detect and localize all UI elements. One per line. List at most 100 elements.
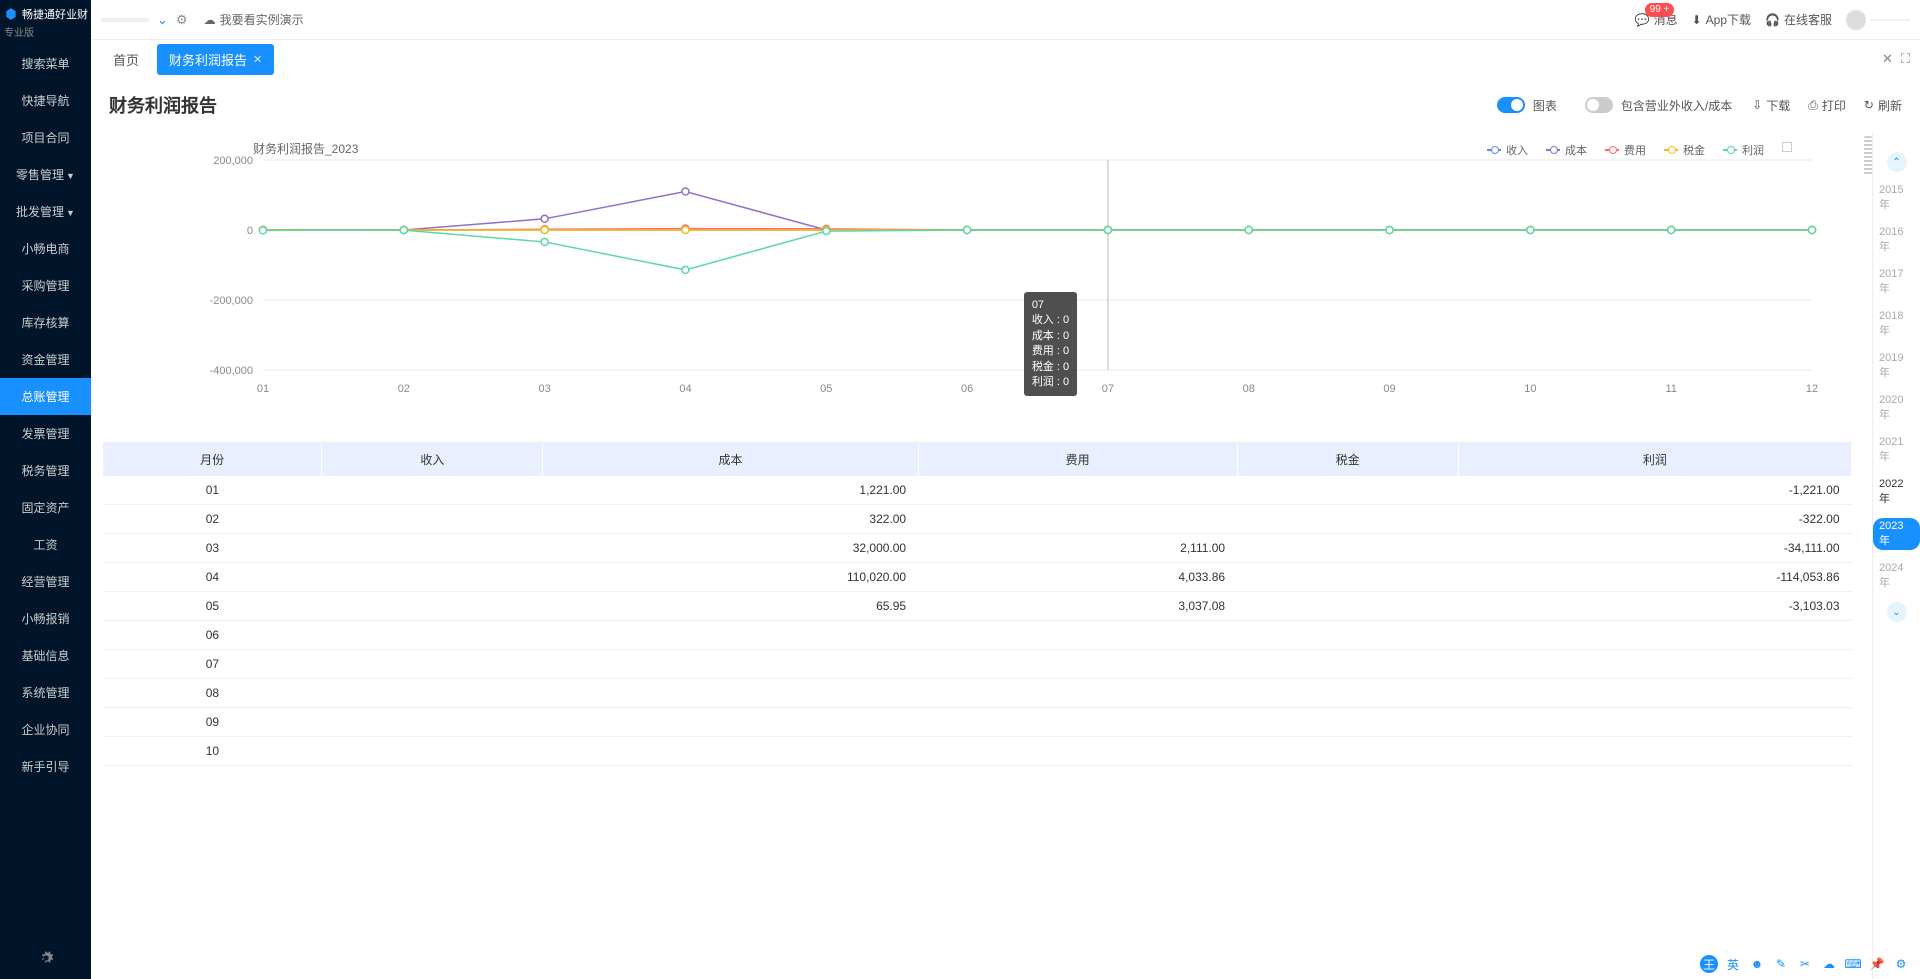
messages-badge: 99 + [1645, 3, 1675, 17]
legend-item[interactable]: 费用 [1605, 142, 1646, 158]
year-option[interactable]: 2017年 [1873, 266, 1920, 298]
ime-edit-icon[interactable]: ✎ [1772, 955, 1790, 973]
svg-text:-400,000: -400,000 [210, 365, 253, 377]
sidebar-item[interactable]: 项目合同 [0, 119, 91, 156]
drag-handle[interactable] [1864, 136, 1872, 176]
sidebar-item[interactable]: 工资 [0, 526, 91, 563]
profit-chart: 财务利润报告_2023 收入成本费用税金利润 -400,000-200,0000… [103, 132, 1852, 442]
support-button[interactable]: 🎧 在线客服 [1765, 11, 1832, 28]
sidebar-item[interactable]: 新手引导 [0, 748, 91, 785]
year-option[interactable]: 2015年 [1873, 182, 1920, 214]
download-icon: ⬇ [1692, 13, 1702, 27]
sidebar-item[interactable]: 税务管理 [0, 452, 91, 489]
year-option[interactable]: 2021年 [1873, 434, 1920, 466]
close-icon[interactable]: ✕ [253, 53, 262, 66]
sidebar-settings[interactable] [0, 940, 91, 979]
user-name [1870, 19, 1910, 21]
svg-text:12: 12 [1806, 383, 1818, 395]
table-header: 收入 [322, 443, 543, 476]
fullscreen-icon[interactable]: ⛶ [1901, 51, 1910, 67]
sidebar-item[interactable]: 批发管理▼ [0, 193, 91, 230]
org-selector[interactable] [101, 18, 149, 22]
year-option[interactable]: 2016年 [1873, 224, 1920, 256]
demo-label: 我要看实例演示 [220, 11, 304, 28]
ime-lang[interactable]: 英 [1724, 955, 1742, 973]
sidebar-item[interactable]: 零售管理▼ [0, 156, 91, 193]
year-option[interactable]: 2018年 [1873, 308, 1920, 340]
toggle-chart[interactable] [1497, 97, 1525, 113]
legend-item[interactable]: 税金 [1664, 142, 1705, 158]
legend-item[interactable]: 利润 [1723, 142, 1764, 158]
year-scroll-down[interactable]: ⌄ [1887, 602, 1907, 622]
table-row: 04110,020.004,033.86-114,053.86 [103, 563, 1852, 592]
download-icon: ⇩ [1752, 98, 1762, 112]
legend-item[interactable]: 成本 [1546, 142, 1587, 158]
table-header: 成本 [543, 443, 918, 476]
ime-keyboard-icon[interactable]: ⌨ [1844, 955, 1862, 973]
ime-cloud-icon[interactable]: ☁ [1820, 955, 1838, 973]
table-header: 利润 [1458, 443, 1851, 476]
sidebar-item[interactable]: 基础信息 [0, 637, 91, 674]
sidebar-item[interactable]: 固定资产 [0, 489, 91, 526]
messages-button[interactable]: 💬 消息 99 + [1635, 11, 1678, 28]
legend-item[interactable]: 收入 [1487, 142, 1528, 158]
table-row: 09 [103, 708, 1852, 737]
svg-text:0: 0 [247, 225, 253, 237]
year-option[interactable]: 2024年 [1873, 560, 1920, 592]
sidebar-item[interactable]: 库存核算 [0, 304, 91, 341]
page-header: 财务利润报告 图表 包含营业外收入/成本 ⇩下载 ⎙打印 ↻刷新 [91, 78, 1920, 132]
chart-tooltip: 07收入 : 0成本 : 0费用 : 0税金 : 0利润 : 0 [1024, 292, 1077, 396]
sidebar-item[interactable]: 经营管理 [0, 563, 91, 600]
support-label: 在线客服 [1784, 11, 1832, 28]
svg-text:05: 05 [820, 383, 832, 395]
demo-link[interactable]: ☁ 我要看实例演示 [204, 11, 304, 28]
sidebar-item[interactable]: 系统管理 [0, 674, 91, 711]
sidebar-item[interactable]: 采购管理 [0, 267, 91, 304]
gear-icon [38, 950, 54, 966]
year-option[interactable]: 2019年 [1873, 350, 1920, 382]
legend-toggle[interactable] [1782, 142, 1792, 152]
year-option[interactable]: 2023年 [1873, 518, 1920, 550]
tab-active[interactable]: 财务利润报告 ✕ [157, 44, 274, 75]
print-button[interactable]: ⎙打印 [1808, 97, 1846, 114]
sidebar-item[interactable]: 搜索菜单 [0, 45, 91, 82]
user-menu[interactable] [1846, 10, 1910, 30]
table-row: 08 [103, 679, 1852, 708]
topbar: ⌄ ⚙ ☁ 我要看实例演示 💬 消息 99 + ⬇ App下载 🎧 [91, 0, 1920, 40]
app-download-button[interactable]: ⬇ App下载 [1692, 11, 1751, 28]
table-header: 税金 [1237, 443, 1458, 476]
sidebar-item[interactable]: 小畅电商 [0, 230, 91, 267]
svg-text:11: 11 [1665, 383, 1676, 395]
table-row: 02322.00-322.00 [103, 505, 1852, 534]
sidebar-item[interactable]: 小畅报销 [0, 600, 91, 637]
chevron-down-icon[interactable]: ⌄ [157, 12, 168, 28]
ime-emoji-icon[interactable]: ☻ [1748, 955, 1766, 973]
svg-text:10: 10 [1524, 383, 1536, 395]
ime-main[interactable]: 王 [1700, 955, 1718, 973]
sidebar-item[interactable]: 总账管理 [0, 378, 91, 415]
ime-cut-icon[interactable]: ✂ [1796, 955, 1814, 973]
sidebar-item[interactable]: 发票管理 [0, 415, 91, 452]
print-icon: ⎙ [1808, 98, 1818, 113]
sidebar: 畅捷通好业财 专业版 搜索菜单快捷导航项目合同零售管理▼批发管理▼小畅电商采购管… [0, 0, 91, 979]
download-button[interactable]: ⇩下载 [1752, 97, 1790, 114]
svg-text:08: 08 [1243, 383, 1255, 395]
year-option[interactable]: 2020年 [1873, 392, 1920, 424]
brand-name: 畅捷通好业财 [22, 6, 88, 22]
table-row: 06 [103, 621, 1852, 650]
table-row: 0332,000.002,111.00-34,111.00 [103, 534, 1852, 563]
year-option[interactable]: 2022年 [1873, 476, 1920, 508]
org-settings-icon[interactable]: ⚙ [176, 12, 188, 28]
tab-home[interactable]: 首页 [101, 44, 151, 75]
refresh-button[interactable]: ↻刷新 [1864, 97, 1902, 114]
sidebar-item[interactable]: 快捷导航 [0, 82, 91, 119]
sidebar-item[interactable]: 资金管理 [0, 341, 91, 378]
ime-settings-icon[interactable]: ⚙ [1892, 955, 1910, 973]
year-scroll-up[interactable]: ⌃ [1887, 152, 1907, 172]
chart-svg: -400,000-200,0000200,0000102030405060708… [153, 140, 1832, 400]
sidebar-item[interactable]: 企业协同 [0, 711, 91, 748]
toggle-extra-label: 包含营业外收入/成本 [1621, 97, 1732, 114]
tabs-close-all-icon[interactable]: ✕ [1882, 51, 1893, 67]
ime-pin-icon[interactable]: 📌 [1868, 955, 1886, 973]
toggle-extra[interactable] [1585, 97, 1613, 113]
